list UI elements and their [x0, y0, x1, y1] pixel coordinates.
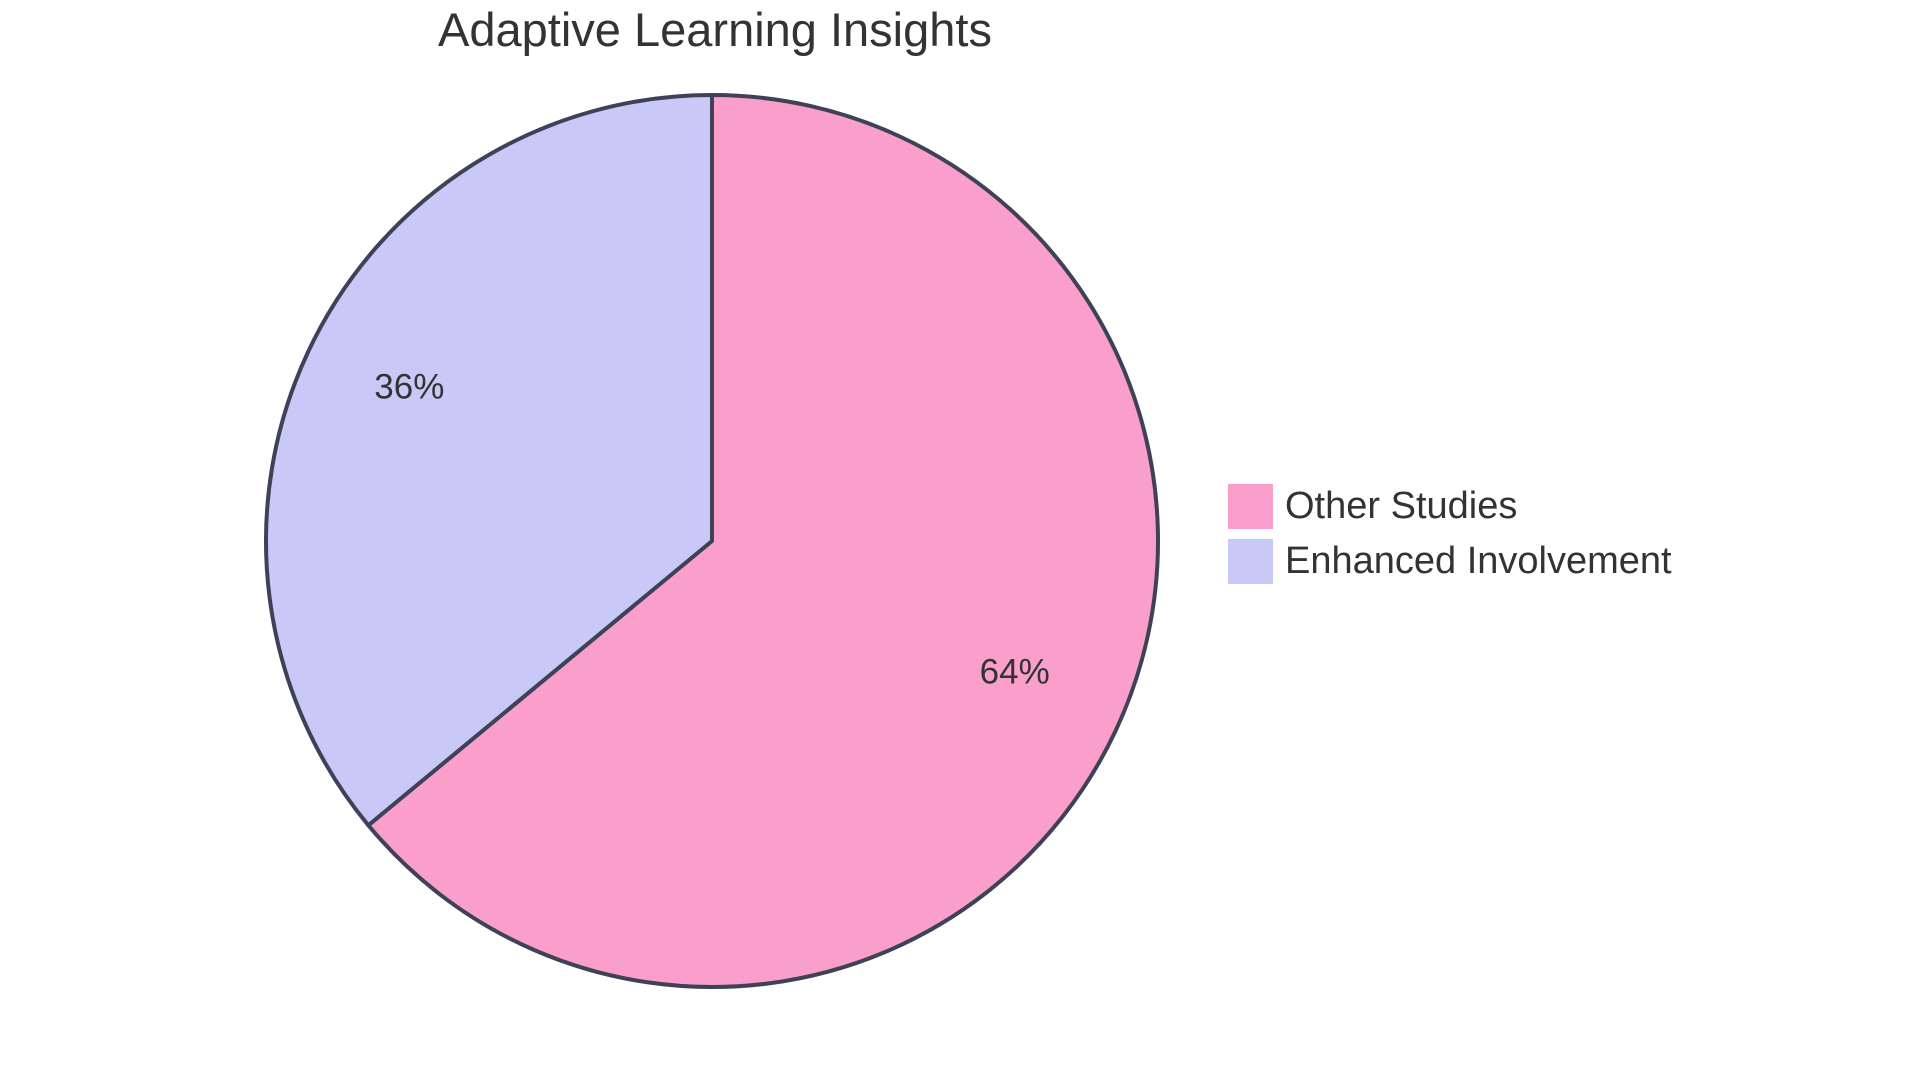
slice-percent-label: 64%	[980, 652, 1050, 691]
slice-percent-label: 36%	[374, 368, 444, 407]
pie-slice-labels: 64% 36%	[374, 368, 1049, 692]
legend-label: Other Studies	[1285, 485, 1518, 527]
legend-label: Enhanced Involvement	[1285, 540, 1672, 582]
pie-slice-other-studies[interactable]	[366, 93, 1160, 989]
legend-swatch	[1228, 484, 1273, 529]
legend-item-enhanced-involvement[interactable]: Enhanced Involvement	[1228, 539, 1672, 584]
chart-title: Adaptive Learning Insights	[438, 3, 992, 56]
pie-slice-enhanced-involvement[interactable]	[264, 93, 714, 828]
legend-item-other-studies[interactable]: Other Studies	[1228, 484, 1672, 529]
legend: Other Studies Enhanced Involvement	[1228, 484, 1672, 584]
pie-slices	[264, 93, 1160, 989]
legend-swatch	[1228, 539, 1273, 584]
